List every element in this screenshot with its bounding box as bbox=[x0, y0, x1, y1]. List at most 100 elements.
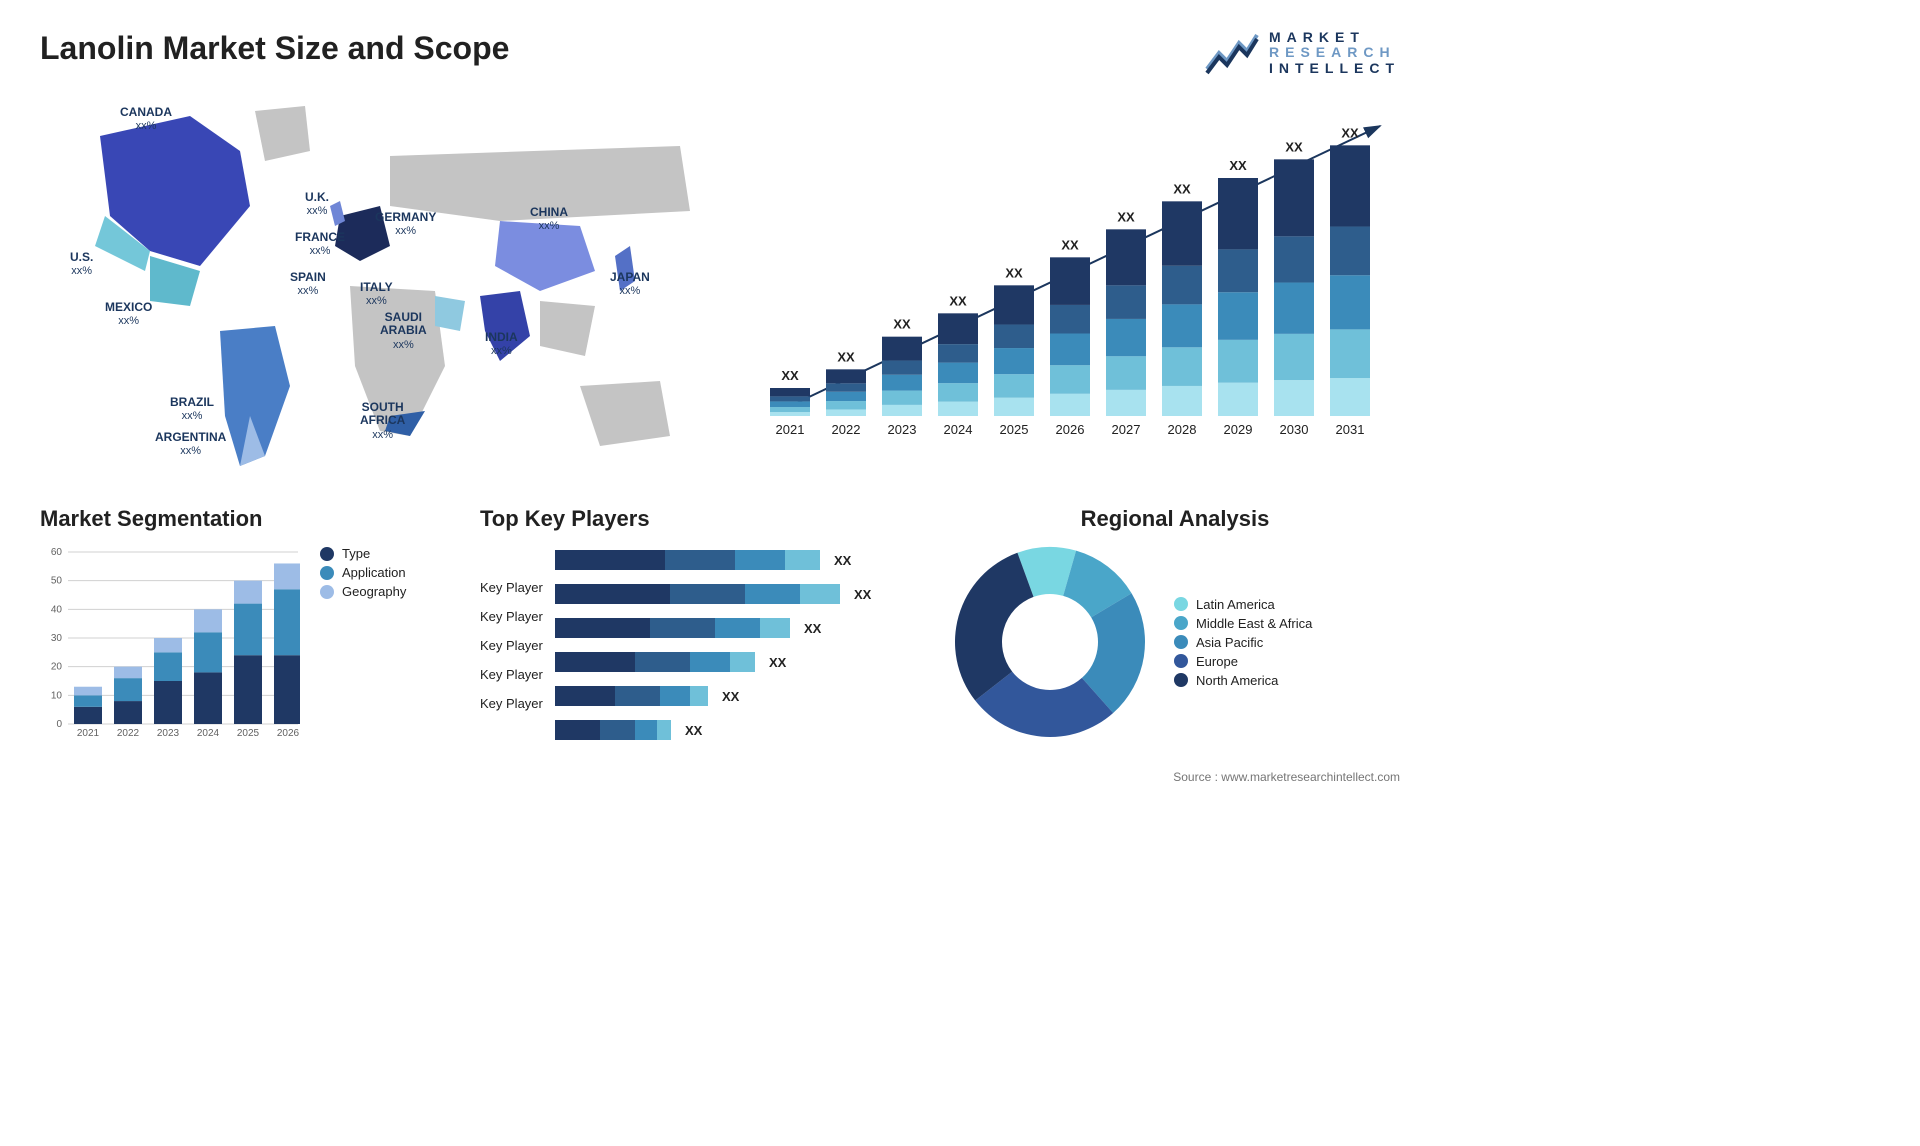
segmentation-panel: Market Segmentation 01020304050602021202… bbox=[40, 506, 440, 752]
seg-bar-2024 bbox=[194, 673, 222, 725]
growth-bar-2030 bbox=[1274, 380, 1314, 416]
map-label-brazil: BRAZILxx% bbox=[170, 396, 214, 422]
svg-text:2023: 2023 bbox=[157, 728, 180, 739]
map-label-china: CHINAxx% bbox=[530, 206, 568, 232]
growth-bar-2028 bbox=[1162, 305, 1202, 348]
seg-bar-2026 bbox=[274, 564, 300, 590]
growth-bar-2031 bbox=[1330, 330, 1370, 379]
player-bar-3 bbox=[635, 652, 690, 672]
regional-donut bbox=[950, 542, 1150, 742]
player-bar-3 bbox=[690, 652, 730, 672]
growth-bar-2024 bbox=[938, 383, 978, 401]
growth-bar-2028 bbox=[1162, 266, 1202, 305]
map-label-u-k-: U.K.xx% bbox=[305, 191, 329, 217]
growth-bar-2029 bbox=[1218, 178, 1258, 249]
player-row-label: Key Player bbox=[480, 609, 543, 624]
svg-text:60: 60 bbox=[51, 547, 63, 558]
svg-text:2021: 2021 bbox=[77, 728, 100, 739]
svg-text:XX: XX bbox=[949, 294, 967, 309]
player-row-label: Key Player bbox=[480, 580, 543, 595]
player-bar-3 bbox=[730, 652, 755, 672]
growth-bar-2026 bbox=[1050, 334, 1090, 366]
map-region-australia bbox=[580, 381, 670, 446]
seg-bar-2025 bbox=[234, 655, 262, 724]
growth-bar-2022 bbox=[826, 392, 866, 401]
svg-text:10: 10 bbox=[51, 691, 63, 702]
seg-bar-2025 bbox=[234, 581, 262, 604]
svg-text:2028: 2028 bbox=[1168, 422, 1197, 437]
growth-bar-2027 bbox=[1106, 356, 1146, 390]
growth-bar-2026 bbox=[1050, 394, 1090, 416]
legend-dot-icon bbox=[320, 566, 334, 580]
growth-bar-2031 bbox=[1330, 378, 1370, 416]
regional-title: Regional Analysis bbox=[950, 506, 1400, 532]
seg-bar-2026 bbox=[274, 589, 300, 655]
region-legend-asia-pacific: Asia Pacific bbox=[1174, 635, 1312, 650]
svg-text:XX: XX bbox=[769, 655, 787, 670]
legend-dot-icon bbox=[1174, 616, 1188, 630]
seg-bar-2024 bbox=[194, 632, 222, 672]
svg-text:0: 0 bbox=[56, 719, 62, 730]
growth-bar-2031 bbox=[1330, 227, 1370, 276]
brand-logo: MARKET RESEARCH INTELLECT bbox=[1205, 30, 1400, 76]
player-bar-2 bbox=[760, 618, 790, 638]
map-label-france: FRANCExx% bbox=[295, 231, 345, 257]
growth-bar-2028 bbox=[1162, 386, 1202, 416]
svg-text:XX: XX bbox=[834, 553, 852, 568]
growth-bar-2026 bbox=[1050, 305, 1090, 334]
growth-bar-2025 bbox=[994, 286, 1034, 325]
growth-bar-2023 bbox=[882, 405, 922, 416]
seg-legend-application: Application bbox=[320, 565, 406, 580]
legend-dot-icon bbox=[1174, 635, 1188, 649]
region-legend-latin-america: Latin America bbox=[1174, 597, 1312, 612]
svg-text:2031: 2031 bbox=[1336, 422, 1365, 437]
svg-text:XX: XX bbox=[893, 317, 911, 332]
growth-bar-2021 bbox=[770, 402, 810, 408]
growth-bar-2030 bbox=[1274, 283, 1314, 334]
growth-bar-2024 bbox=[938, 344, 978, 362]
growth-bar-2022 bbox=[826, 401, 866, 409]
header: Lanolin Market Size and Scope MARKET RES… bbox=[40, 30, 1400, 76]
source-attribution: Source : www.marketresearchintellect.com bbox=[40, 770, 1400, 784]
growth-bar-2029 bbox=[1218, 383, 1258, 416]
map-label-mexico: MEXICOxx% bbox=[105, 301, 152, 327]
growth-bar-2027 bbox=[1106, 286, 1146, 320]
growth-bar-2024 bbox=[938, 363, 978, 384]
svg-text:XX: XX bbox=[804, 621, 822, 636]
svg-text:XX: XX bbox=[1341, 126, 1359, 141]
region-legend-north-america: North America bbox=[1174, 673, 1312, 688]
segmentation-legend: TypeApplicationGeography bbox=[320, 542, 406, 603]
svg-text:XX: XX bbox=[1061, 238, 1079, 253]
svg-text:20: 20 bbox=[51, 662, 63, 673]
growth-bar-2023 bbox=[882, 337, 922, 361]
bottom-row: Market Segmentation 01020304050602021202… bbox=[40, 506, 1400, 752]
logo-text: MARKET RESEARCH INTELLECT bbox=[1269, 30, 1400, 76]
svg-text:2030: 2030 bbox=[1280, 422, 1309, 437]
map-label-south-africa: SOUTHAFRICAxx% bbox=[360, 401, 405, 441]
growth-bar-2022 bbox=[826, 384, 866, 392]
player-bar-3 bbox=[555, 652, 635, 672]
player-row-label: Key Player bbox=[480, 667, 543, 682]
growth-bar-2024 bbox=[938, 402, 978, 416]
svg-text:XX: XX bbox=[1173, 182, 1191, 197]
map-region-se-asia bbox=[540, 301, 595, 356]
region-legend-middle-east-africa: Middle East & Africa bbox=[1174, 616, 1312, 631]
growth-bar-2029 bbox=[1218, 250, 1258, 293]
player-bar-4 bbox=[690, 686, 708, 706]
growth-bar-2027 bbox=[1106, 319, 1146, 356]
player-bar-5 bbox=[635, 720, 657, 740]
player-bar-5 bbox=[555, 720, 600, 740]
svg-text:2027: 2027 bbox=[1112, 422, 1141, 437]
growth-bar-2027 bbox=[1106, 230, 1146, 286]
key-players-chart: XXXXXXXXXXXX bbox=[555, 542, 885, 752]
growth-bar-2029 bbox=[1218, 340, 1258, 383]
segmentation-title: Market Segmentation bbox=[40, 506, 440, 532]
growth-bar-2025 bbox=[994, 374, 1034, 398]
growth-bar-2030 bbox=[1274, 160, 1314, 237]
player-bar-1 bbox=[745, 584, 800, 604]
map-label-japan: JAPANxx% bbox=[610, 271, 650, 297]
map-label-argentina: ARGENTINAxx% bbox=[155, 431, 226, 457]
svg-text:30: 30 bbox=[51, 633, 63, 644]
svg-text:XX: XX bbox=[685, 723, 703, 738]
growth-bar-2025 bbox=[994, 398, 1034, 416]
